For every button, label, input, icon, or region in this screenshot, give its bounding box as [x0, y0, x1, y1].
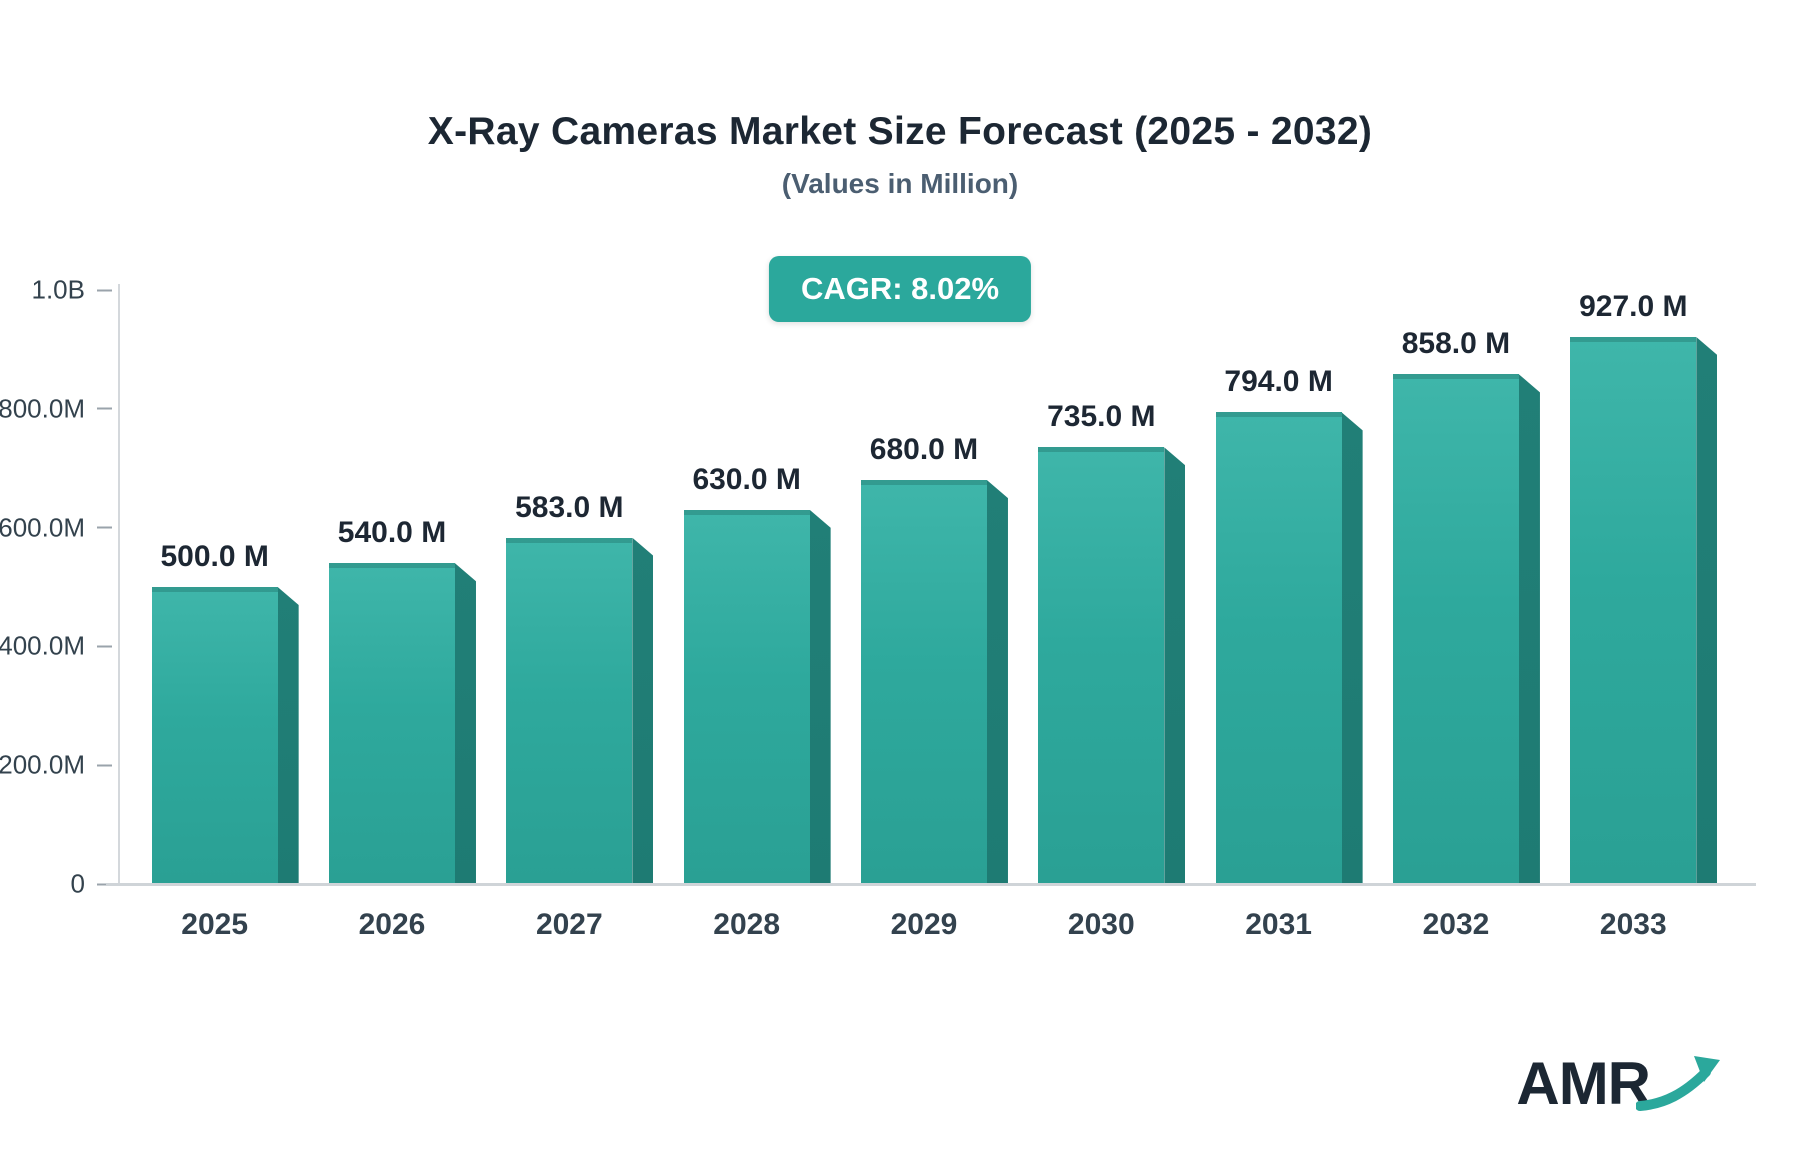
y-tick-mark: [97, 289, 112, 291]
bar-2029: [860, 480, 1008, 884]
y-tick-mark: [97, 407, 112, 410]
bar-side-face: [1341, 412, 1363, 884]
bar-group-2028: 630.0 M 2028: [658, 290, 835, 941]
bar-value-label-2032: 858.0 M: [1401, 327, 1511, 361]
y-tick-label: 400.0M: [0, 630, 85, 661]
y-tick-mark: [97, 883, 112, 885]
bar-group-2031: 794.0 M 2031: [1190, 290, 1367, 941]
y-tick-1.0B: 1.0B: [31, 274, 112, 306]
chart-subtitle: (Values in Million): [781, 168, 1019, 199]
bar-group-2032: 858.0 M 2032: [1367, 290, 1544, 941]
x-axis-label-2027: 2027: [535, 908, 603, 941]
y-axis-line: [118, 284, 120, 884]
bar-side-face: [1164, 447, 1186, 884]
bar-2031: [1215, 412, 1363, 884]
y-tick-label: 200.0M: [0, 749, 85, 780]
bar-group-2030: 735.0 M 2030: [1013, 290, 1190, 941]
bar-side-face: [986, 480, 1008, 884]
bar-value-label-2025: 500.0 M: [160, 540, 269, 573]
y-tick-mark: [97, 526, 112, 529]
x-axis-label-2033: 2033: [1599, 908, 1667, 941]
bar-group-2025: 500.0 M 2025: [126, 290, 303, 941]
bar-2025: [151, 587, 299, 884]
bar-group-2026: 540.0 M 2026: [303, 290, 480, 941]
bar-group-2033: 927.0 M 2033: [1545, 290, 1722, 941]
amr-logo: AMR: [1516, 1054, 1722, 1114]
bar-2030: [1038, 447, 1186, 884]
y-tick-0: 0: [71, 869, 112, 900]
chart-title: X-Ray Cameras Market Size Forecast (2025…: [427, 110, 1373, 153]
bar-value-label-2026: 540.0 M: [337, 516, 447, 550]
bars-container: 500.0 M 2025 540.0 M 2026 583.0 M 2027 630.0 M…: [126, 290, 1722, 941]
y-tick-600.0M: 600.0M: [0, 512, 112, 543]
x-axis-baseline: [106, 883, 1756, 886]
y-tick-mark: [97, 764, 112, 767]
y-tick-mark: [97, 645, 112, 648]
bar-side-face: [454, 563, 476, 884]
y-tick-label: 0: [70, 868, 85, 899]
bar-side-face: [277, 587, 299, 884]
amr-growth-arrow-icon: [1636, 1056, 1720, 1111]
bar-value-label-2031: 794.0 M: [1224, 365, 1333, 399]
y-tick-label: 600.0M: [0, 512, 85, 543]
y-tick-label: 1.0B: [31, 274, 86, 305]
x-axis-label-2028: 2028: [713, 908, 781, 941]
bar-value-label-2030: 735.0 M: [1047, 400, 1156, 434]
bar-side-face: [809, 509, 831, 884]
y-tick-400.0M: 400.0M: [0, 631, 112, 662]
bar-2027: [506, 537, 654, 884]
x-axis-label-2032: 2032: [1422, 908, 1490, 941]
x-axis-label-2029: 2029: [890, 908, 958, 941]
bar-side-face: [632, 537, 654, 884]
cagr-badge: CAGR: 8.02%: [768, 256, 1032, 322]
x-axis-label-2025: 2025: [181, 908, 249, 941]
bar-value-label-2027: 583.0 M: [515, 490, 624, 524]
bar-2032: [1392, 374, 1540, 884]
bar-2028: [683, 509, 831, 884]
bar-2033: [1570, 337, 1718, 884]
bar-value-label-2028: 630.0 M: [692, 462, 801, 496]
bar-side-face: [1696, 337, 1718, 884]
bar-group-2027: 583.0 M 2027: [481, 290, 658, 941]
bar-side-face: [1518, 374, 1540, 884]
bar-value-label-2033: 927.0 M: [1579, 290, 1688, 323]
amr-logo-text: AMR: [1516, 1050, 1651, 1117]
y-tick-label: 800.0M: [0, 393, 85, 424]
x-axis-label-2030: 2030: [1067, 908, 1135, 941]
bar-value-label-2029: 680.0 M: [869, 433, 979, 467]
bar-2026: [328, 563, 476, 884]
y-tick-200.0M: 200.0M: [0, 750, 112, 781]
bar-group-2029: 680.0 M 2029: [835, 290, 1012, 941]
y-tick-800.0M: 800.0M: [0, 393, 112, 424]
x-axis-label-2026: 2026: [358, 908, 426, 941]
plot-area: 0 200.0M 400.0M 600.0M 800.0M 1.0B 500.0 M 202…: [0, 275, 1756, 941]
x-axis-label-2031: 2031: [1245, 908, 1312, 941]
